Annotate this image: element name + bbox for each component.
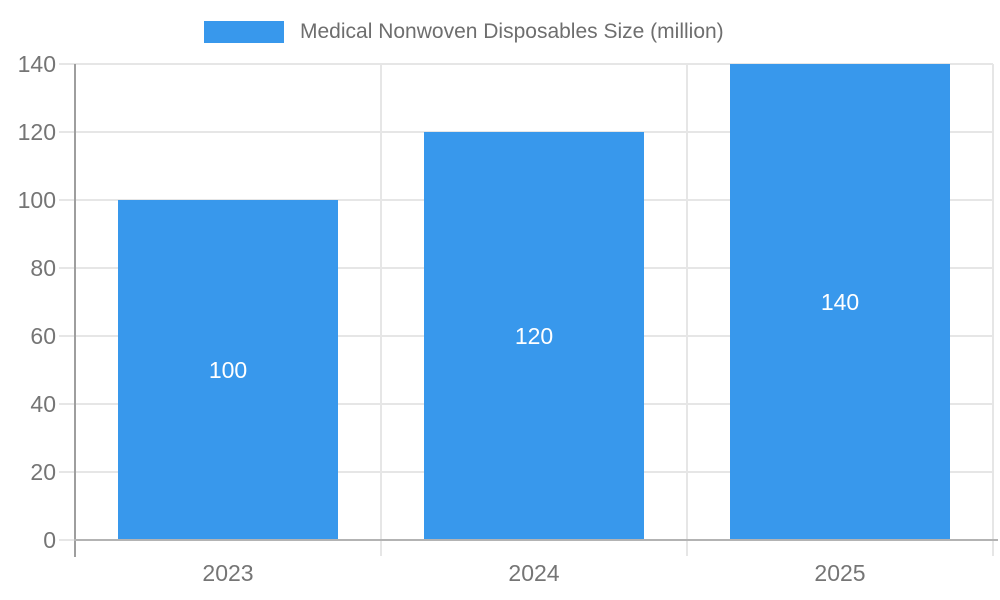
x-axis-label-2023: 2023 xyxy=(202,560,254,586)
y-axis-tick xyxy=(59,471,75,473)
y-gridline xyxy=(75,63,993,65)
bar-value-label: 140 xyxy=(820,288,860,315)
y-axis-tick-label: 20 xyxy=(30,459,56,485)
x-axis-label-2024: 2024 xyxy=(508,560,560,586)
bar-value-label: 100 xyxy=(208,356,248,383)
chart-legend: Medical Nonwoven Disposables Size (milli… xyxy=(0,0,1000,50)
y-axis-tick xyxy=(59,267,75,269)
y-axis-tick-label: 80 xyxy=(30,255,56,281)
legend-series-label[interactable]: Medical Nonwoven Disposables Size (milli… xyxy=(300,20,724,43)
y-axis-tick-label: 0 xyxy=(43,527,56,553)
y-axis-tick-label: 100 xyxy=(17,187,56,213)
y-axis-tick xyxy=(59,335,75,337)
legend-swatch[interactable] xyxy=(204,21,284,43)
x-gridline xyxy=(686,64,688,556)
y-axis-tick-label: 40 xyxy=(30,391,56,417)
y-axis-line xyxy=(74,64,76,557)
bar-2023[interactable]: 100 xyxy=(118,200,338,540)
y-axis-tick-label: 120 xyxy=(17,119,56,145)
plot-right-border xyxy=(992,64,994,556)
x-axis-line xyxy=(74,539,998,541)
y-axis-tick-label: 60 xyxy=(30,323,56,349)
y-axis-tick xyxy=(59,539,75,541)
bar-2025[interactable]: 140 xyxy=(730,64,950,540)
bar-2024[interactable]: 120 xyxy=(424,132,644,540)
y-axis-tick xyxy=(59,403,75,405)
y-axis-tick-label: 140 xyxy=(17,51,56,77)
x-axis-label-2025: 2025 xyxy=(814,560,866,586)
bar-value-label: 120 xyxy=(514,322,554,349)
y-axis-tick xyxy=(59,199,75,201)
y-axis-tick xyxy=(59,131,75,133)
x-gridline xyxy=(380,64,382,556)
y-axis-tick xyxy=(59,63,75,65)
